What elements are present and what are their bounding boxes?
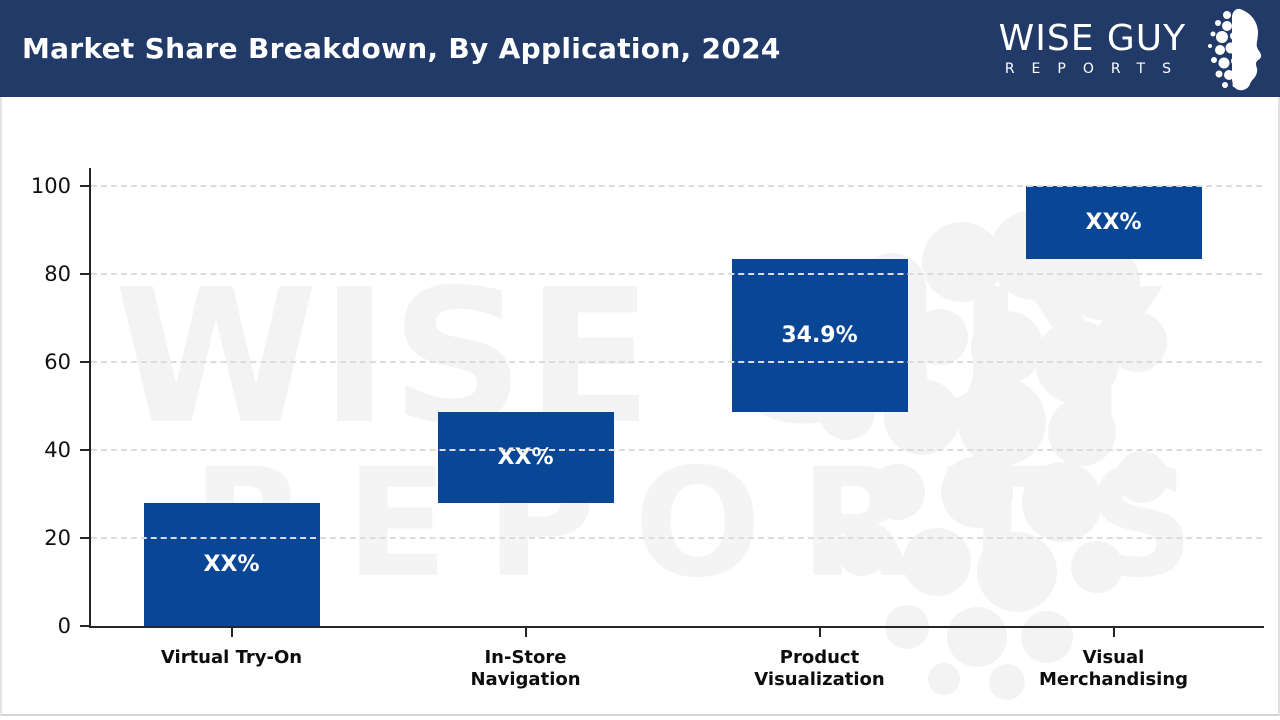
bar: 34.9%	[731, 258, 908, 413]
x-axis-tick	[818, 628, 821, 637]
logo-subtext: REPORTS	[1004, 61, 1188, 77]
category-label-line: Navigation	[470, 669, 581, 690]
category-label-line: Visual	[1082, 647, 1145, 668]
x-axis-tick	[1112, 628, 1115, 637]
gridline	[91, 185, 1262, 187]
y-axis-tick	[80, 361, 89, 363]
x-axis-line	[89, 626, 1264, 628]
category-label: In-Store Navigation	[376, 647, 676, 691]
y-axis-tick	[80, 185, 89, 187]
bar-value-label: XX%	[497, 444, 554, 470]
logo-face-icon	[1208, 8, 1262, 90]
chart-area: WISE GUY REPORTS 0 20 40 60 80 100 XX% Virtual …	[0, 97, 1280, 716]
category-label: Virtual Try-On	[82, 647, 382, 669]
x-axis-tick	[230, 628, 233, 637]
chart-title: Market Share Breakdown, By Application, …	[22, 32, 781, 65]
gridline	[91, 361, 1262, 363]
y-tick-label: 80	[44, 262, 71, 286]
gridline	[91, 449, 1262, 451]
bar: XX%	[1025, 186, 1202, 259]
y-tick-label: 100	[30, 174, 71, 198]
gridline	[91, 537, 1262, 539]
wiseguy-logo: WISE GUY REPORTS	[997, 7, 1266, 91]
y-tick-label: 20	[44, 526, 71, 550]
category-label-line: In-Store	[484, 647, 567, 668]
gridline	[91, 273, 1262, 275]
header: Market Share Breakdown, By Application, …	[0, 0, 1280, 97]
y-tick-label: 0	[57, 614, 71, 638]
logo-text: WISE GUY REPORTS	[997, 18, 1188, 77]
category-label-line: Visualization	[754, 669, 885, 690]
category-label-line: Virtual Try-On	[160, 647, 303, 668]
y-axis-tick	[80, 449, 89, 451]
category-label-line: Product	[779, 647, 860, 668]
category-label: Product Visualization	[670, 647, 970, 691]
x-axis-tick	[524, 628, 527, 637]
y-axis-tick	[80, 273, 89, 275]
y-tick-label: 60	[44, 350, 71, 374]
y-axis-line	[89, 168, 91, 628]
bar-value-label: XX%	[1085, 209, 1142, 235]
y-axis-tick	[80, 625, 89, 627]
bar-value-label: XX%	[203, 551, 260, 577]
y-axis-tick	[80, 537, 89, 539]
category-label-line: Merchandising	[1038, 669, 1189, 690]
y-tick-label: 40	[44, 438, 71, 462]
bar-value-label: 34.9%	[781, 322, 858, 348]
bar: XX%	[143, 502, 320, 626]
bar: XX%	[437, 412, 614, 503]
category-label: Visual Merchandising	[964, 647, 1264, 691]
plot: 0 20 40 60 80 100 XX% Virtual Try-On XX% In-Store…	[31, 168, 1264, 690]
logo-wordmark: WISE GUY	[998, 18, 1187, 59]
